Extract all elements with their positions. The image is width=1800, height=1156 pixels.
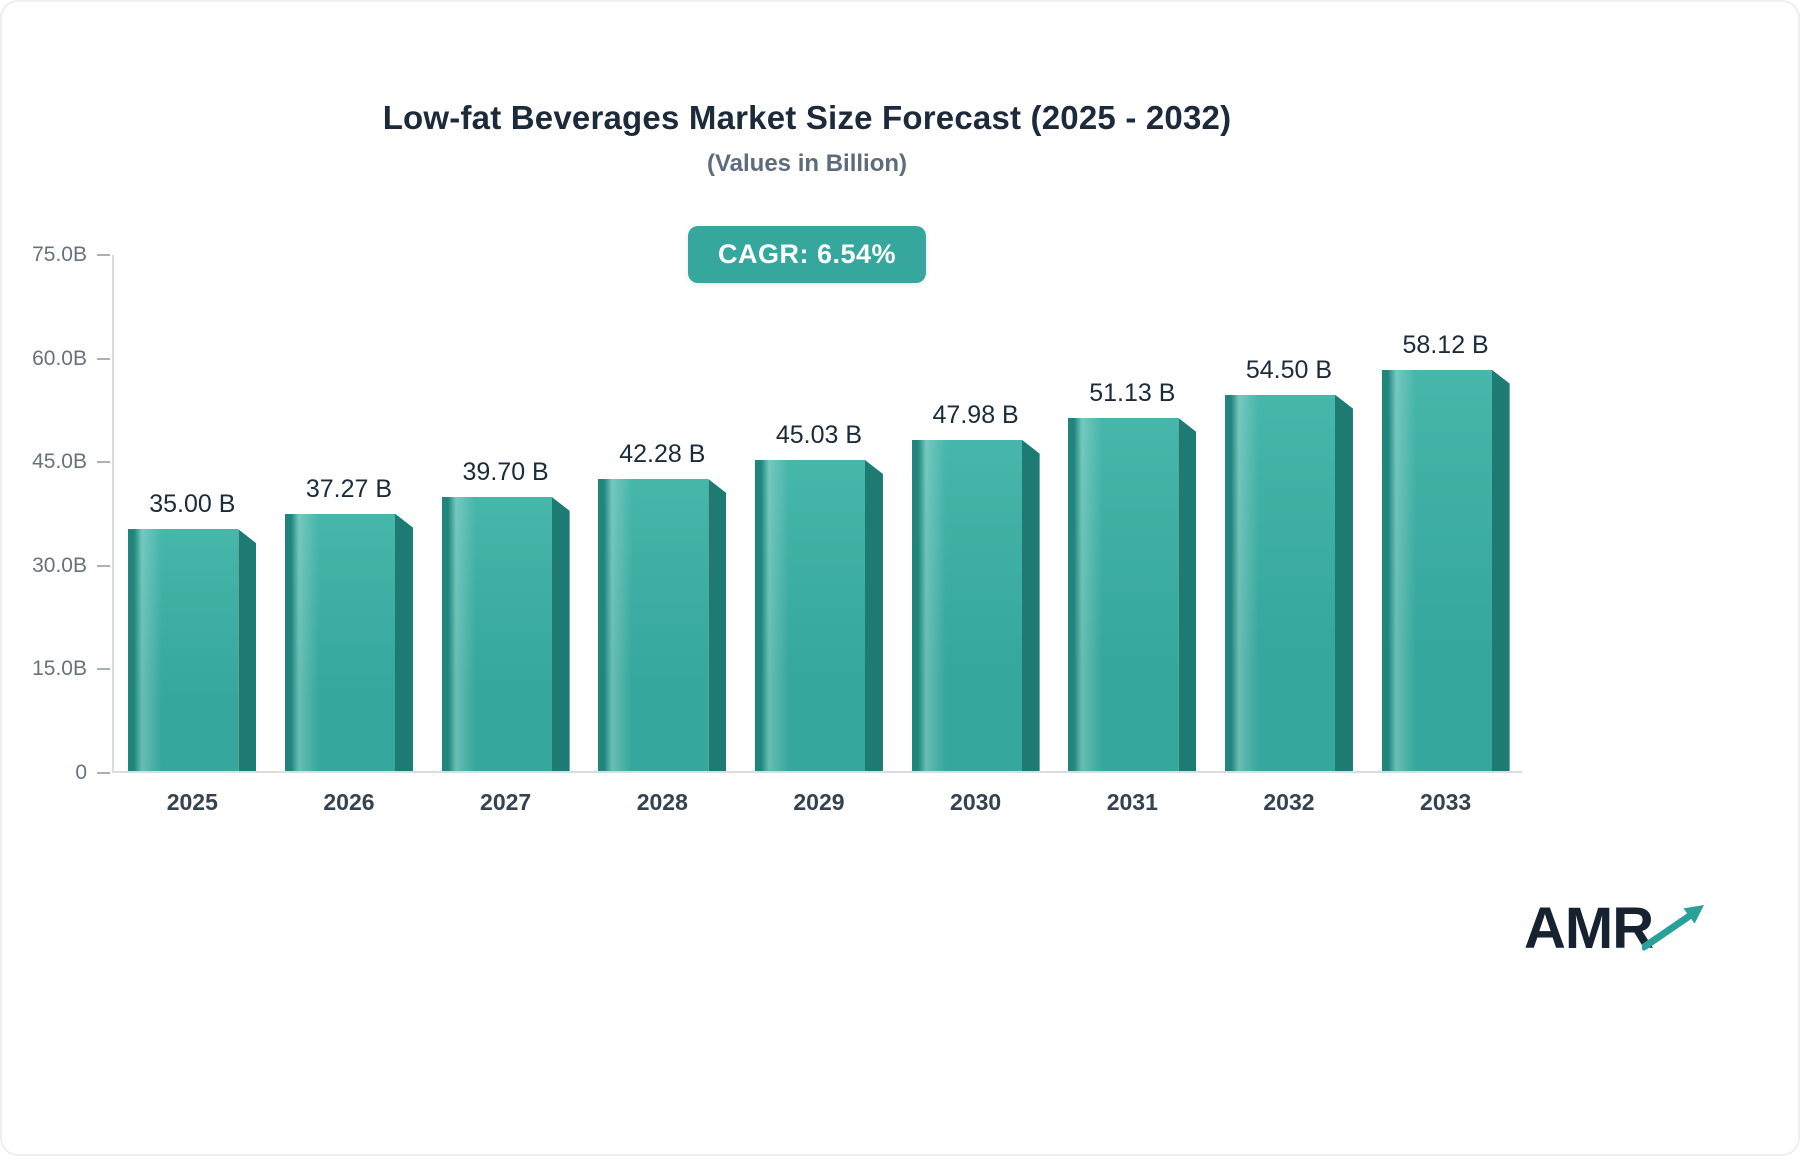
bar-side-face xyxy=(238,529,257,771)
x-axis-label: 2030 xyxy=(950,789,1002,815)
chart-subtitle: (Values in Billion) xyxy=(706,150,908,177)
y-axis-label: 45.0B xyxy=(32,450,87,474)
x-axis-label: 2029 xyxy=(793,789,845,815)
bar-column: 45.03 B xyxy=(741,421,898,771)
bar xyxy=(1381,369,1510,771)
y-axis-tick: 60.0B xyxy=(32,346,110,372)
bar xyxy=(754,460,883,771)
bar-side-face xyxy=(1491,369,1510,771)
bar-column: 47.98 B xyxy=(897,401,1054,771)
x-axis-label: 2026 xyxy=(323,789,375,815)
bar-front-face xyxy=(1381,369,1492,771)
bar-side-face xyxy=(1021,439,1040,771)
y-axis-label: 60.0B xyxy=(32,346,87,370)
y-axis-tick: 15.0B xyxy=(32,656,110,682)
bar-side-face xyxy=(864,460,883,771)
y-axis-tick: 75.0B xyxy=(32,242,110,268)
y-axis-label: 30.0B xyxy=(32,553,87,577)
plot-area: 35.00 B 2025 37.27 B 2026 39.70 B 2027 42.28 B… xyxy=(112,255,1524,815)
bar-value-label: 54.50 B xyxy=(1245,355,1333,384)
y-axis-label: 0 xyxy=(75,761,87,784)
chart-title: Low-fat Beverages Market Size Forecast (… xyxy=(382,99,1232,136)
logo-text: AMR xyxy=(1524,896,1654,961)
bar-value-label: 37.27 B xyxy=(305,474,393,503)
y-axis-tick: 0 xyxy=(75,760,110,786)
bar-column: 42.28 B xyxy=(584,440,741,771)
amr-logo: AMR xyxy=(1524,895,1734,979)
bar xyxy=(1224,394,1353,771)
bar-column: 51.13 B xyxy=(1054,379,1211,771)
bar-side-face xyxy=(1334,394,1353,771)
logo-arrow-icon xyxy=(1642,905,1704,951)
bar-front-face xyxy=(284,513,395,771)
x-axis-label: 2033 xyxy=(1420,789,1472,815)
bar-value-label: 39.70 B xyxy=(462,457,549,486)
bar-front-face xyxy=(911,439,1022,771)
y-axis-label: 75.0B xyxy=(32,243,87,266)
bar-side-face xyxy=(551,496,570,771)
bar-value-label: 47.98 B xyxy=(932,400,1019,429)
bar-side-face xyxy=(394,513,413,771)
bar xyxy=(441,496,570,771)
bar xyxy=(284,513,413,771)
y-axis-label: 15.0B xyxy=(32,657,87,681)
bar-side-face xyxy=(1178,417,1197,771)
x-axis-label: 2025 xyxy=(166,789,218,815)
x-axis-label: 2027 xyxy=(480,789,532,815)
cagr-badge: CAGR: 6.54% xyxy=(687,226,927,283)
tick-mark xyxy=(97,254,110,256)
bar-front-face xyxy=(1068,417,1179,771)
bar-front-face xyxy=(598,479,709,771)
bar-side-face xyxy=(708,479,727,771)
bar-column: 35.00 B xyxy=(114,490,271,771)
bar-column: 58.12 B xyxy=(1367,331,1524,771)
x-axis-label: 2028 xyxy=(636,789,688,815)
tick-mark xyxy=(97,564,110,567)
bar-front-face xyxy=(754,460,865,771)
y-axis-tick: 45.0B xyxy=(32,449,110,475)
bar-front-face xyxy=(1224,394,1335,771)
bar-chart: 0 15.0B 30.0B 45.0B 60.0B 75.0B 35.00 B 2025 37… xyxy=(2,243,1612,875)
bar xyxy=(1068,417,1197,771)
bar-value-label: 58.12 B xyxy=(1402,330,1489,359)
y-axis-tick: 30.0B xyxy=(32,553,110,579)
bar-front-face xyxy=(441,496,552,771)
tick-mark xyxy=(97,668,110,671)
bar-value-label: 51.13 B xyxy=(1089,378,1176,407)
bar-column: 37.27 B xyxy=(271,475,428,771)
bar-value-label: 45.03 B xyxy=(775,421,863,449)
x-axis-label: 2031 xyxy=(1106,789,1158,815)
y-axis: 0 15.0B 30.0B 45.0B 60.0B 75.0B xyxy=(2,243,110,784)
tick-mark xyxy=(97,772,110,774)
tick-mark xyxy=(97,461,110,464)
bar-front-face xyxy=(128,529,239,771)
bar xyxy=(911,439,1040,771)
bar-column: 54.50 B xyxy=(1211,356,1368,771)
bar-value-label: 35.00 B xyxy=(149,490,236,519)
bar xyxy=(128,529,257,771)
x-axis-label: 2032 xyxy=(1263,789,1315,815)
bar xyxy=(598,479,727,771)
bar-column: 39.70 B xyxy=(427,458,584,771)
bar-value-label: 42.28 B xyxy=(619,440,706,468)
tick-mark xyxy=(97,357,110,360)
